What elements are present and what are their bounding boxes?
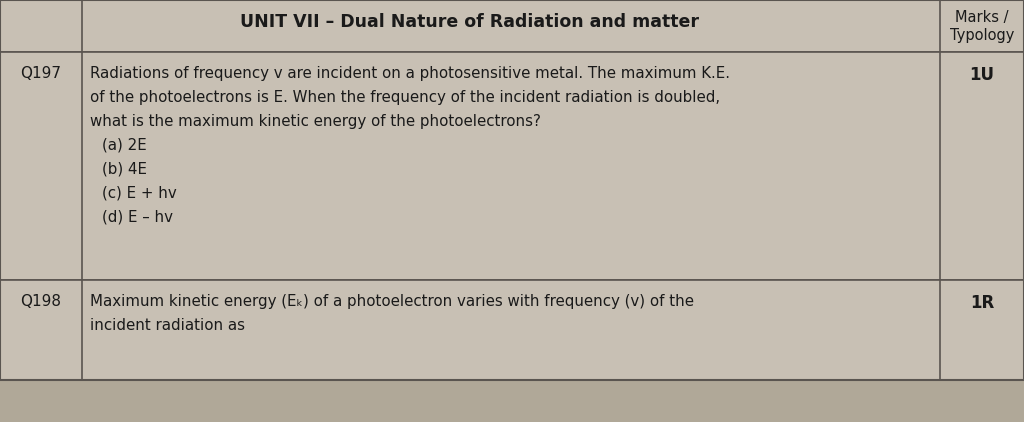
Text: 1U: 1U <box>970 66 994 84</box>
Text: Radiations of frequency v are incident on a photosensitive metal. The maximum K.: Radiations of frequency v are incident o… <box>90 66 730 81</box>
Text: Q198: Q198 <box>20 294 61 309</box>
Text: (d) E – hv: (d) E – hv <box>102 210 173 225</box>
Bar <box>0 280 1024 380</box>
Text: (b) 4E: (b) 4E <box>102 162 147 177</box>
Text: what is the maximum kinetic energy of the photoelectrons?: what is the maximum kinetic energy of th… <box>90 114 541 129</box>
Text: (c) E + hv: (c) E + hv <box>102 186 177 201</box>
Text: Q197: Q197 <box>20 66 61 81</box>
Text: (a) 2E: (a) 2E <box>102 138 146 153</box>
Text: of the photoelectrons is E. When the frequency of the incident radiation is doub: of the photoelectrons is E. When the fre… <box>90 90 720 105</box>
Text: Maximum kinetic energy (Eₖ) of a photoelectron varies with frequency (v) of the: Maximum kinetic energy (Eₖ) of a photoel… <box>90 294 694 309</box>
Bar <box>0 52 1024 280</box>
Bar <box>0 0 1024 52</box>
Text: Marks /: Marks / <box>955 10 1009 25</box>
Text: Typology: Typology <box>950 28 1014 43</box>
Text: incident radiation as: incident radiation as <box>90 318 245 333</box>
Bar <box>0 380 1024 422</box>
Text: UNIT VII – Dual Nature of Radiation and matter: UNIT VII – Dual Nature of Radiation and … <box>241 13 699 31</box>
Text: 1R: 1R <box>970 294 994 312</box>
